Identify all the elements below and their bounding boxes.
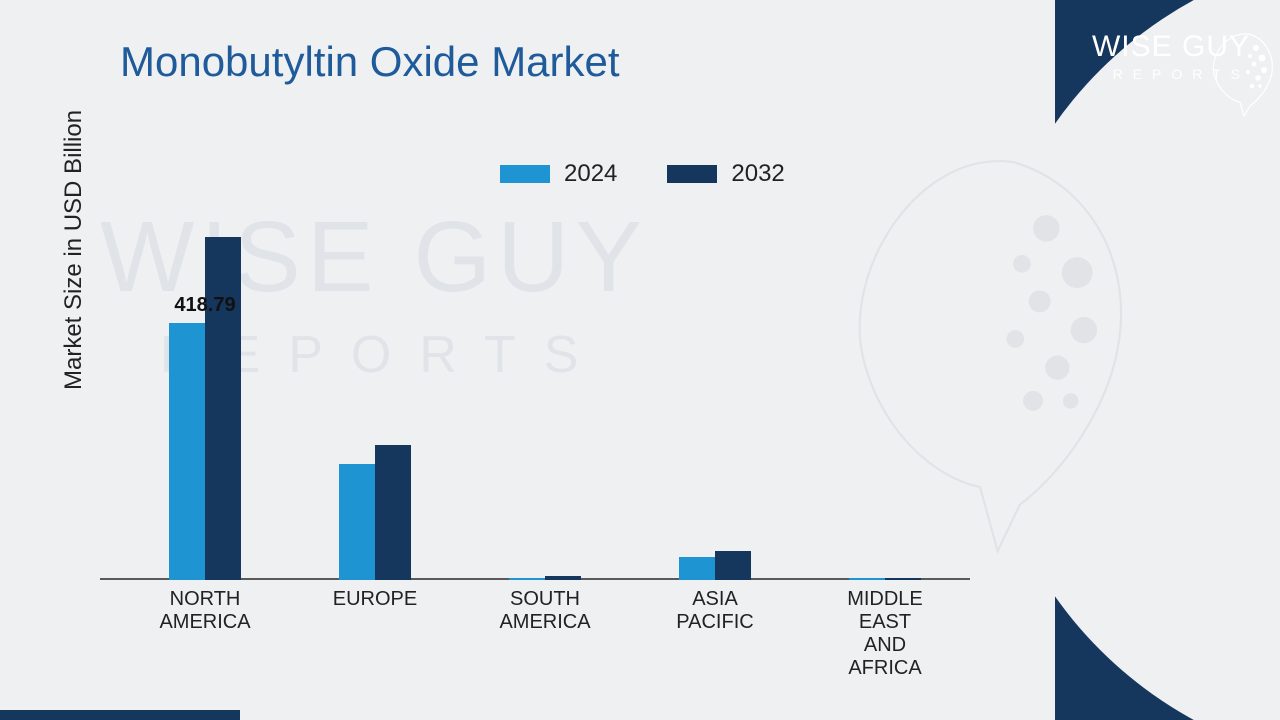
bar-2024 (509, 578, 545, 580)
legend-label-2032: 2032 (731, 160, 784, 188)
bar-value-label: 418.79 (130, 294, 280, 317)
x-axis-label: SOUTHAMERICA (470, 588, 620, 634)
bar-2032 (715, 551, 751, 580)
bar-2032 (205, 237, 241, 580)
legend-item-2024: 2024 (500, 160, 617, 188)
bar-2024 (339, 464, 375, 580)
bar-group (130, 237, 280, 580)
bar-group (640, 551, 790, 580)
bar-chart: 418.79 (100, 200, 970, 580)
legend-swatch-2024 (500, 165, 550, 183)
bar-group (810, 578, 960, 580)
brand-head-icon (1200, 28, 1280, 118)
bottom-accent-bar (0, 710, 240, 720)
bar-2032 (885, 578, 921, 580)
chart-title: Monobutyltin Oxide Market (120, 38, 620, 86)
x-axis-label: ASIAPACIFIC (640, 588, 790, 634)
bar-2024 (679, 557, 715, 580)
legend: 2024 2032 (500, 160, 785, 188)
bar-2024 (849, 578, 885, 580)
y-axis-label: Market Size in USD Billion (60, 110, 88, 390)
legend-label-2024: 2024 (564, 160, 617, 188)
stage: WISE GUY REPORTS WISE GUY REPORTS Monobu… (0, 0, 1280, 720)
bar-group (300, 445, 450, 580)
x-axis-label: MIDDLEEASTANDAFRICA (810, 588, 960, 680)
x-axis-label: NORTHAMERICA (130, 588, 280, 634)
legend-swatch-2032 (667, 165, 717, 183)
bar-2024 (169, 323, 205, 580)
bar-2032 (375, 445, 411, 580)
x-axis-label: EUROPE (300, 588, 450, 611)
legend-item-2032: 2032 (667, 160, 784, 188)
bar-group (470, 576, 620, 580)
bar-2032 (545, 576, 581, 580)
